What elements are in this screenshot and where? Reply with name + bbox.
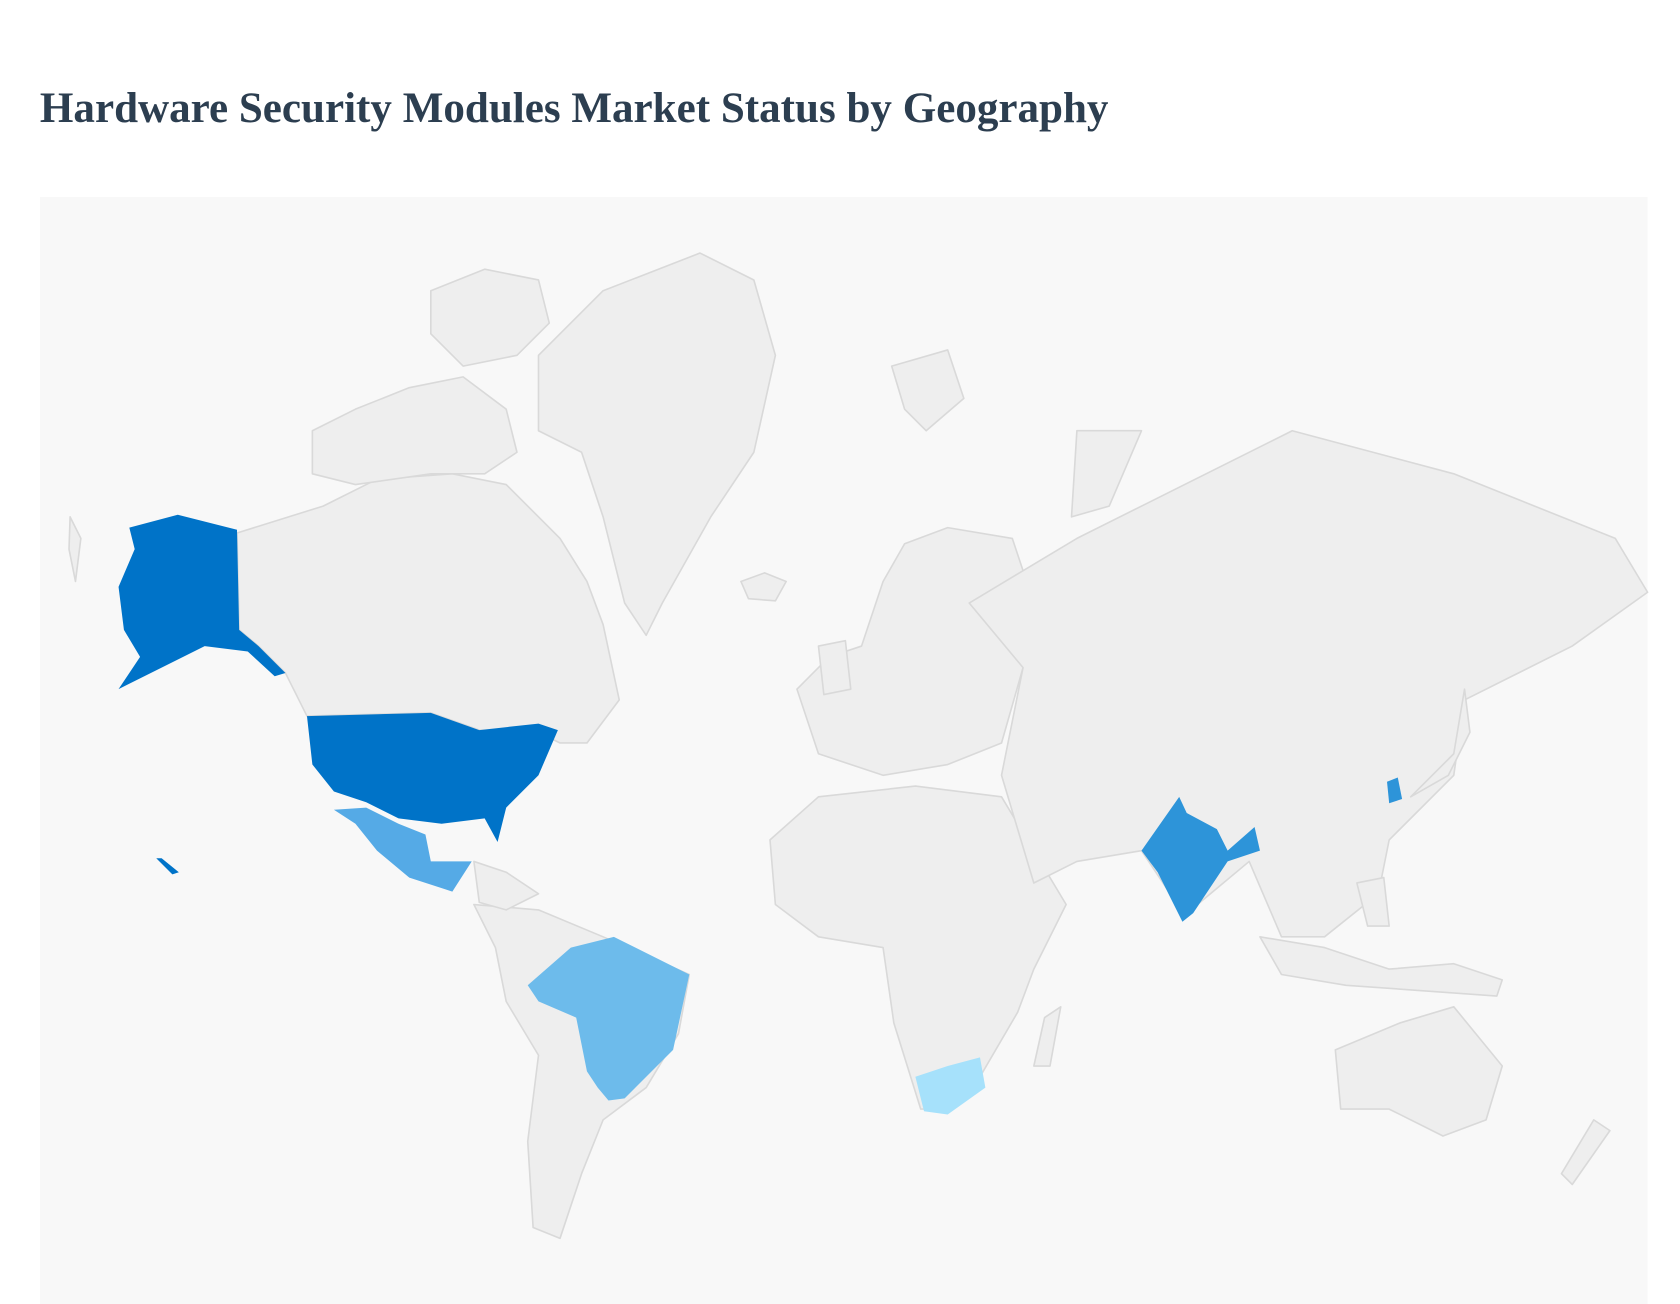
- world-map: [39, 197, 1649, 1304]
- land: [890, 349, 965, 432]
- highlighted-region: [118, 514, 286, 690]
- highlighted-region: [333, 807, 472, 892]
- land: [537, 252, 777, 637]
- land: [1070, 429, 1143, 518]
- highlighted-region: [1387, 777, 1403, 804]
- land: [1409, 688, 1471, 798]
- highlighted-region: [306, 712, 558, 843]
- land: [311, 376, 518, 486]
- page-title: Hardware Security Modules Market Status …: [40, 85, 1109, 132]
- highlighted-region: [156, 858, 179, 875]
- land: [430, 268, 551, 367]
- land: [817, 639, 852, 696]
- highlighted-region: [527, 936, 690, 1101]
- land: [1356, 876, 1390, 927]
- land: [1033, 1005, 1062, 1067]
- land: [1334, 1005, 1504, 1137]
- highlighted-region: [1141, 796, 1260, 922]
- highlighted-region: [915, 1057, 986, 1115]
- land: [740, 572, 787, 602]
- land: [968, 429, 1649, 938]
- land: [1560, 1119, 1611, 1186]
- land: [473, 860, 540, 911]
- land: [68, 516, 82, 583]
- land: [1259, 936, 1504, 997]
